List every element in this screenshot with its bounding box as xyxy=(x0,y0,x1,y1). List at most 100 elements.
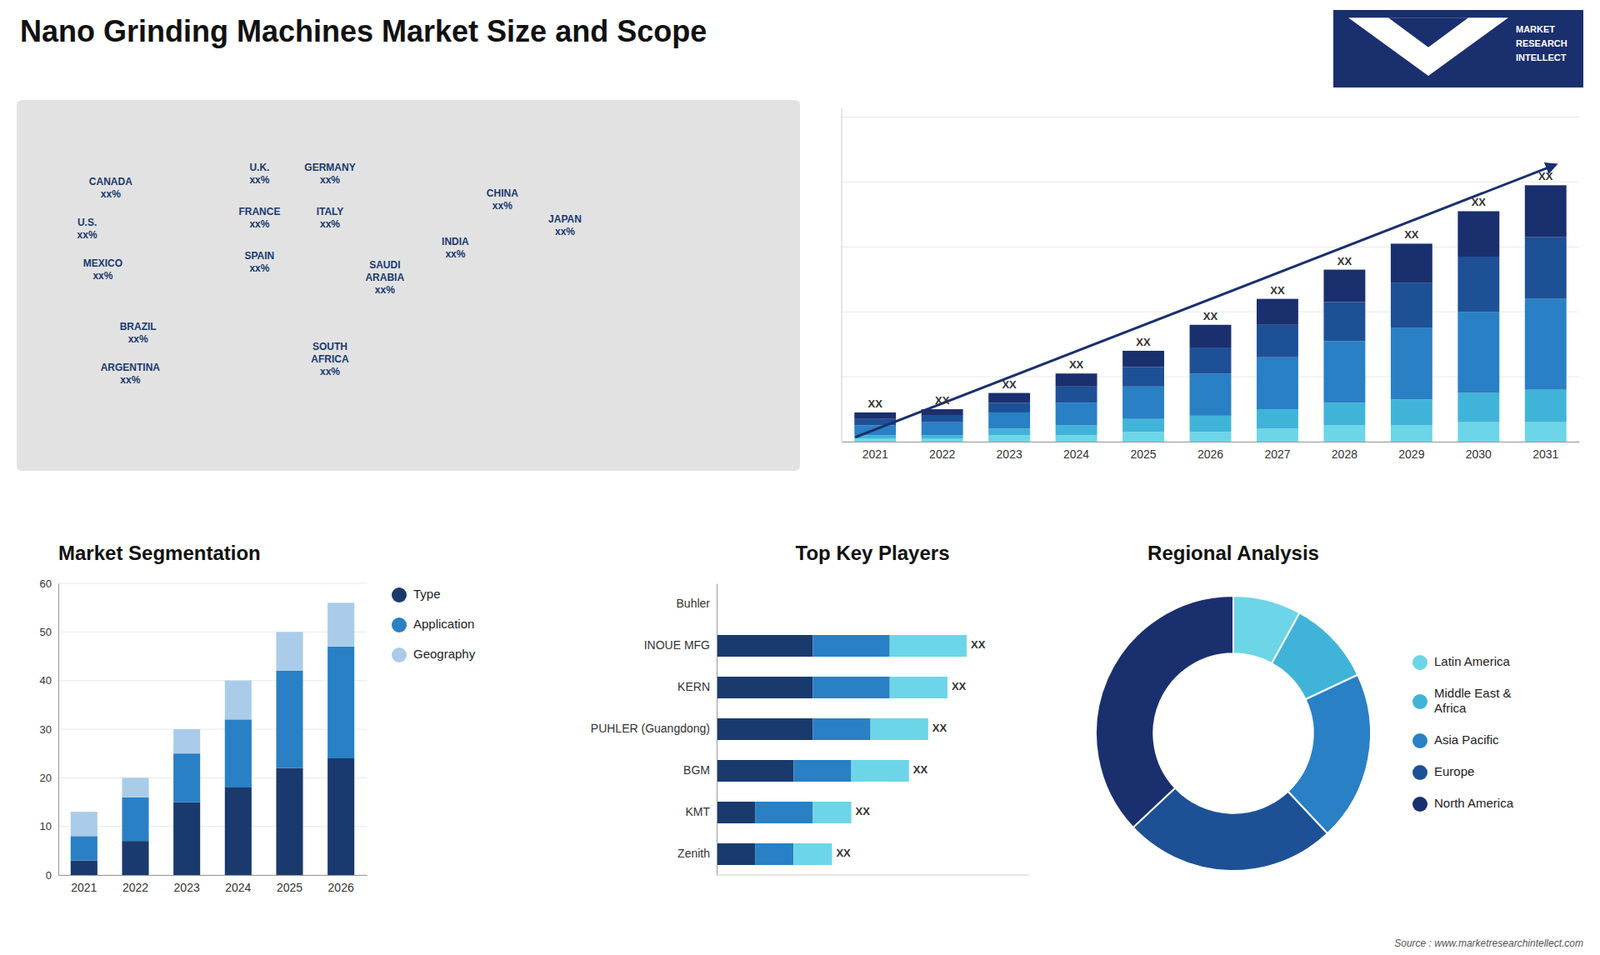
text-line: xx% xyxy=(320,218,340,230)
text-line: xx% xyxy=(77,229,98,241)
x-tick-label: 2024 xyxy=(1063,447,1090,461)
y-tick: KERN xyxy=(677,680,717,694)
bar xyxy=(327,758,355,875)
bar xyxy=(1390,282,1433,329)
bar xyxy=(1323,270,1365,303)
bar xyxy=(716,676,813,699)
bar xyxy=(1323,425,1365,442)
y-tick: KMT xyxy=(685,805,717,819)
x-tick-label: 2025 xyxy=(276,880,303,895)
text-line: Application xyxy=(413,616,475,631)
y-tick: BGM xyxy=(683,763,717,777)
x-tick-label: 2023 xyxy=(996,447,1023,461)
x-tick: 2024 xyxy=(1063,441,1090,461)
x-tick: 2025 xyxy=(276,875,303,895)
map-label: FRANCExx% xyxy=(238,205,280,230)
y-tick: 60 xyxy=(40,577,59,590)
bar xyxy=(70,835,98,860)
y-tick: 0 xyxy=(45,869,59,882)
bars xyxy=(716,635,967,865)
y-tick-label: 20 xyxy=(40,771,52,785)
bar xyxy=(812,801,851,824)
map-label: BRAZILxx% xyxy=(120,320,157,345)
legend: Latin AmericaMiddle East &AfricaAsia Pac… xyxy=(1412,654,1515,812)
grid-line xyxy=(58,680,367,681)
y-tick: Zenith xyxy=(677,846,717,860)
map-label: CANADAxx% xyxy=(89,175,133,200)
legend-swatch xyxy=(1412,733,1428,749)
y-tick-label: BGM xyxy=(683,763,710,777)
text-line: SOUTH xyxy=(312,340,348,353)
y-tick-label: INOUE MFG xyxy=(644,638,710,652)
bar xyxy=(812,676,890,699)
x-tick: 2022 xyxy=(929,441,955,461)
bar-end-label: XX xyxy=(855,805,871,818)
bar xyxy=(275,670,303,769)
bar-chart: 2021202220232024202520260102030405060Typ… xyxy=(40,577,476,895)
text-line: xx% xyxy=(445,248,465,260)
bar xyxy=(1457,256,1500,312)
y-axis-line xyxy=(716,584,718,876)
slice xyxy=(1095,595,1234,828)
bar xyxy=(716,801,755,824)
x-tick: 2026 xyxy=(328,875,355,895)
bar xyxy=(716,718,813,740)
slices xyxy=(1095,595,1371,871)
text-line: ARGENTINA xyxy=(100,361,161,374)
text-line: XX xyxy=(970,638,986,651)
x-axis: 202120222023202420252026 xyxy=(59,875,368,895)
legend-swatch xyxy=(1412,655,1428,670)
map-label: ITALYxx% xyxy=(316,205,345,230)
bar xyxy=(921,415,964,423)
text-line: Source : www.marketresearchintellect.com xyxy=(1394,937,1584,950)
bar xyxy=(1190,373,1232,416)
y-tick-label: 0 xyxy=(45,869,52,882)
bar xyxy=(793,843,832,865)
bars xyxy=(70,602,355,875)
bar xyxy=(1323,402,1365,425)
text-line: XX xyxy=(1135,335,1151,349)
text-line: SPAIN xyxy=(245,250,275,262)
bar xyxy=(851,760,910,782)
x-tick-label: 2021 xyxy=(862,447,889,461)
text-line: SAUDI xyxy=(369,259,400,271)
bar xyxy=(275,768,303,875)
y-tick: 50 xyxy=(40,625,59,639)
text-line: CHINA xyxy=(486,187,519,200)
x-axis-line xyxy=(716,875,1030,876)
text-line: xx% xyxy=(555,225,575,238)
text-line: Top Key Players xyxy=(795,541,950,565)
text-line: xx% xyxy=(100,188,121,200)
bar-top-label: XX xyxy=(1337,255,1353,268)
bar xyxy=(173,802,200,876)
map-label: SOUTHAFRICAxx% xyxy=(310,340,350,378)
logo-shape xyxy=(1388,17,1469,47)
text-line: XX xyxy=(835,846,851,860)
bar xyxy=(1256,357,1299,410)
x-tick: 2025 xyxy=(1130,441,1156,461)
bar-top-label: XX xyxy=(1471,195,1487,209)
bar xyxy=(1390,425,1433,442)
y-tick: 10 xyxy=(40,820,59,833)
bar xyxy=(716,635,813,657)
bar xyxy=(121,777,149,797)
text-line: INDIA xyxy=(441,235,470,248)
x-tick: 2022 xyxy=(122,875,149,895)
bar xyxy=(173,729,200,754)
bar xyxy=(225,719,252,788)
x-tick-label: 2030 xyxy=(1465,447,1492,461)
bar xyxy=(755,801,813,824)
x-tick: 2031 xyxy=(1532,441,1559,461)
map-label: INDIAxx% xyxy=(441,235,470,260)
map-label: ARGENTINAxx% xyxy=(100,361,161,386)
bar xyxy=(225,787,252,875)
bar xyxy=(1256,299,1299,325)
logo: MARKETRESEARCHINTELLECT xyxy=(1333,10,1584,88)
x-tick: 2021 xyxy=(70,875,97,895)
x-axis-line xyxy=(59,875,368,876)
bar xyxy=(121,797,149,842)
bar xyxy=(1390,328,1433,400)
bar xyxy=(1190,415,1232,432)
bar xyxy=(1190,347,1232,374)
bar xyxy=(1457,210,1500,257)
